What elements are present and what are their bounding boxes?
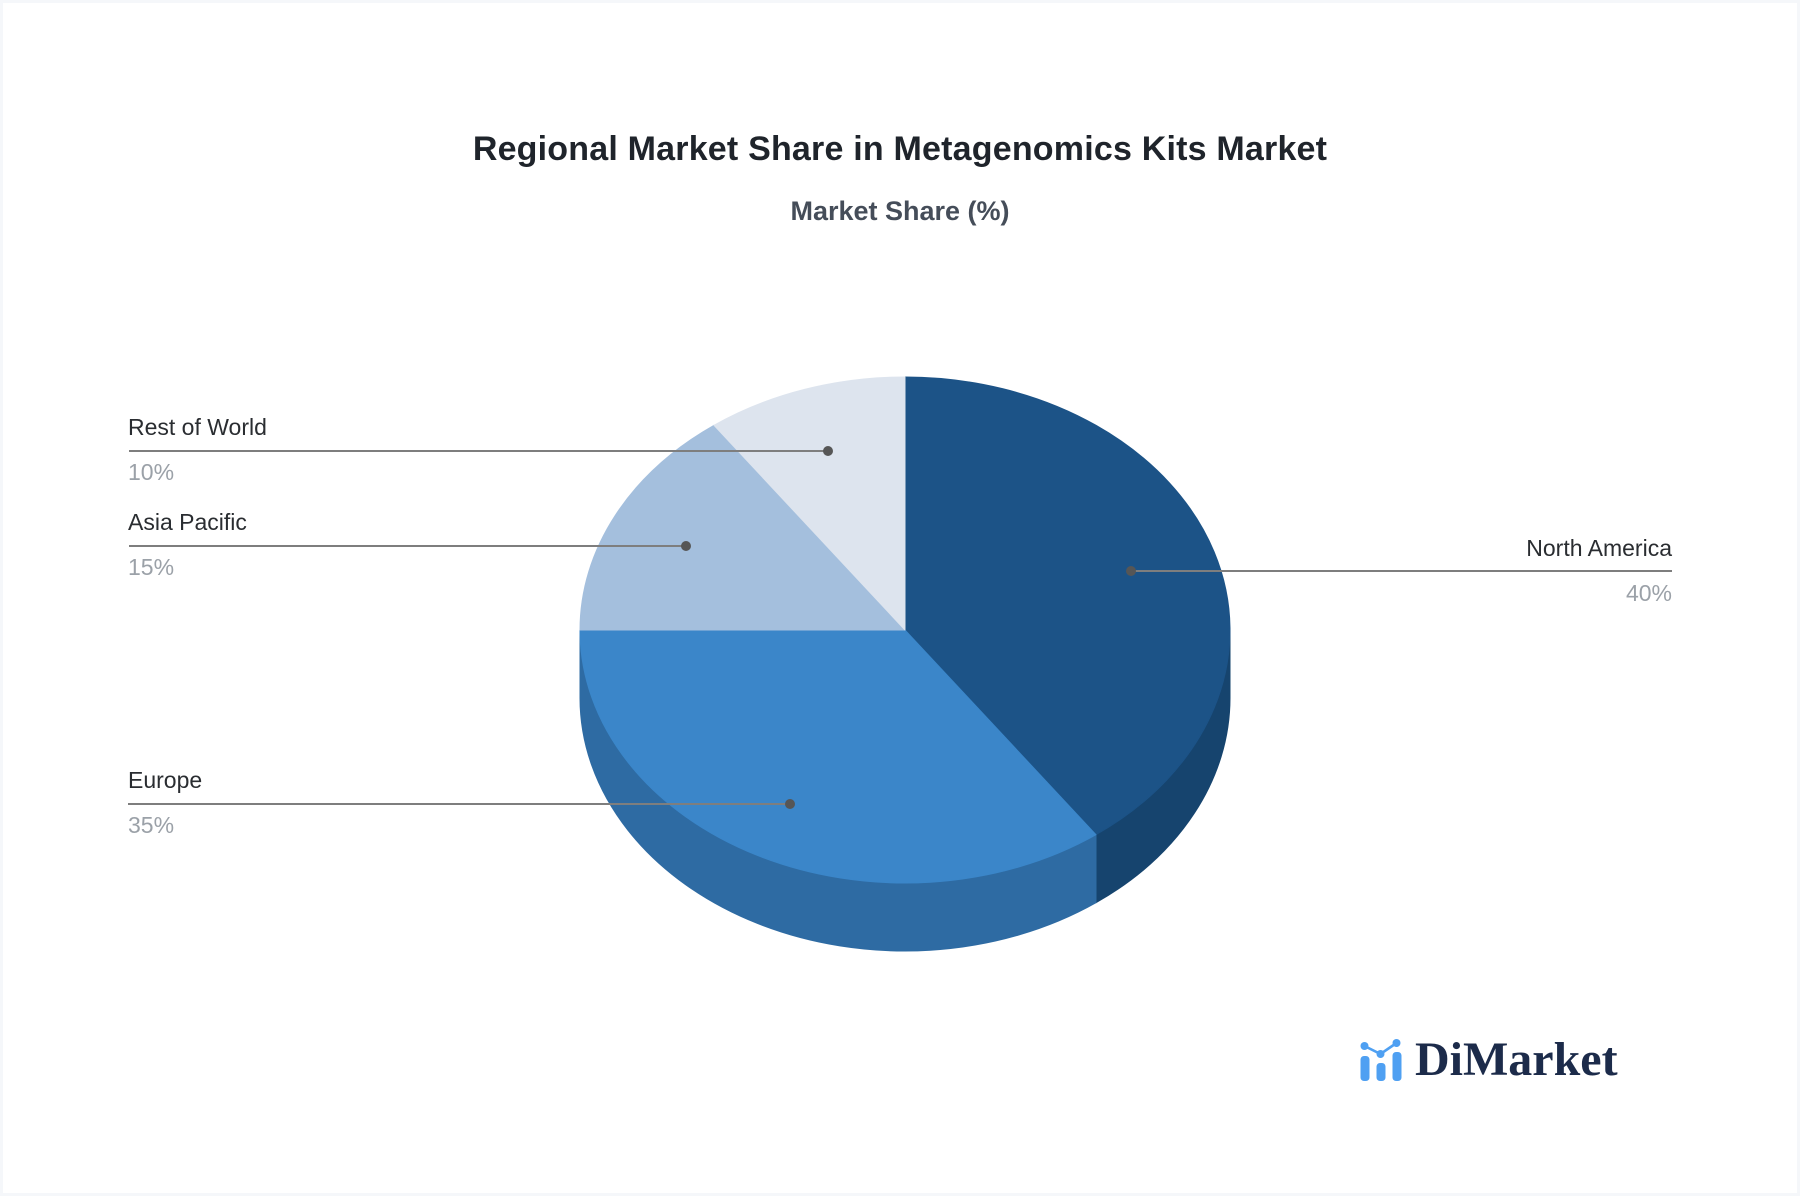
chart-subtitle: Market Share (%)	[790, 196, 1010, 226]
dimarket-logo: DiMarket	[1360, 1036, 1618, 1084]
bar-chart-logo-icon	[1360, 1039, 1402, 1081]
pie-slice-asia-pacific	[579, 424, 906, 631]
callout-dot-rest-of-world	[823, 446, 833, 456]
callout-line-rest-of-world	[129, 450, 827, 452]
callout-value-asia-pacific: 15%	[128, 554, 175, 580]
dimarket-logo-text: DiMarket	[1415, 1033, 1618, 1086]
pie-slice-north-america	[904, 376, 1231, 836]
callout-line-europe	[128, 803, 790, 805]
callout-label-rest-of-world: Rest of World	[128, 414, 267, 440]
callout-value-rest-of-world: 10%	[128, 459, 175, 485]
callout-value-europe: 35%	[128, 812, 175, 838]
callout-dot-asia-pacific	[681, 541, 691, 551]
pie-slice-rest-of-world	[713, 376, 906, 631]
callout-dot-north-america	[1126, 566, 1136, 576]
chart-title: Regional Market Share in Metagenomics Ki…	[472, 130, 1328, 168]
callout-label-north-america: North America	[1526, 535, 1672, 561]
callout-dot-europe	[785, 799, 795, 809]
callout-label-europe: Europe	[128, 767, 203, 793]
pie-slice-europe	[579, 629, 1097, 884]
callout-line-asia-pacific	[129, 545, 686, 547]
callout-line-north-america	[1131, 570, 1672, 572]
callout-label-asia-pacific: Asia Pacific	[128, 509, 247, 535]
callout-value-north-america: 40%	[1625, 580, 1672, 606]
